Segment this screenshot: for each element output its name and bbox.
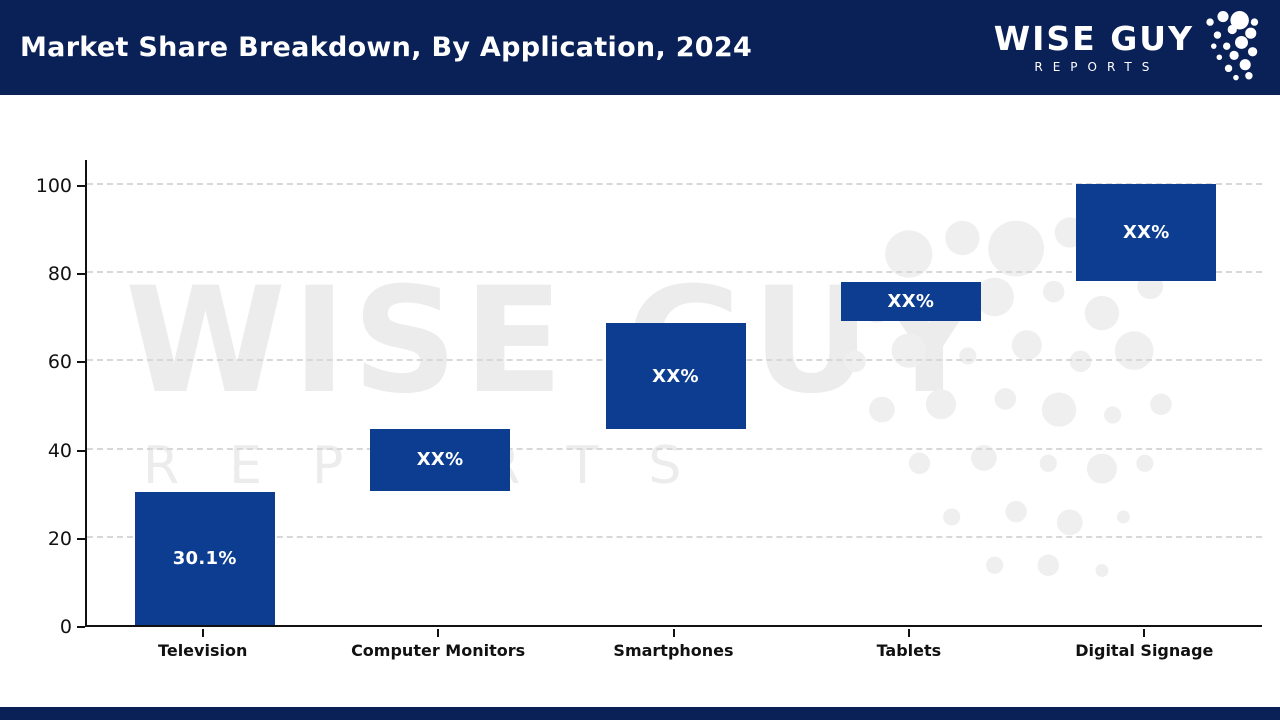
brand-logo: WISE GUY REPORTS <box>994 9 1260 87</box>
y-tick-label: 0 <box>59 616 72 638</box>
x-tick-mark <box>437 629 440 637</box>
x-tick-mark <box>1143 629 1146 637</box>
x-tick-label: Computer Monitors <box>351 641 526 660</box>
x-tick-mark <box>672 629 675 637</box>
gridline-y40 <box>87 447 1262 450</box>
header-bar: Market Share Breakdown, By Application, … <box>0 0 1280 95</box>
bar-value-label: XX% <box>1122 222 1170 244</box>
y-tick-mark <box>77 273 85 276</box>
bar-value-label: XX% <box>652 365 699 387</box>
chart-title: Market Share Breakdown, By Application, … <box>20 32 753 63</box>
y-tick-mark <box>77 626 85 628</box>
logo-head-icon <box>1206 10 1259 80</box>
y-tick-label: 80 <box>47 263 72 286</box>
x-tick-label: Digital Signage <box>1075 641 1214 660</box>
y-tick-mark <box>77 537 85 540</box>
y-tick-label: 20 <box>47 527 72 550</box>
gridline-y80 <box>87 271 1262 274</box>
x-tick-label: Television <box>158 641 248 660</box>
logo-text: WISE GUY REPORTS <box>994 22 1194 74</box>
plot-area: 30.1% XX% XX% XX% XX% <box>85 160 1262 627</box>
y-tick-label: 60 <box>47 351 72 374</box>
x-tick-label: Smartphones <box>613 641 734 660</box>
bar-television: 30.1% <box>134 492 275 625</box>
watermark: WISE GUY REPORTS <box>125 268 988 496</box>
x-tick-label: Tablets <box>876 641 942 660</box>
bar-tablets: XX% <box>840 281 981 321</box>
gridline-y20 <box>87 535 1262 538</box>
bar-value-label: XX% <box>416 449 464 471</box>
watermark-text-1: WISE GUY <box>125 256 989 426</box>
y-tick-label: 40 <box>47 439 72 462</box>
bar-computer-monitors: XX% <box>370 429 511 491</box>
y-tick-label: 100 <box>35 175 72 197</box>
x-tick-mark <box>907 629 910 637</box>
y-tick-mark <box>77 361 85 364</box>
y-tick-mark <box>77 449 85 452</box>
x-tick-mark <box>201 629 204 637</box>
bar-smartphones: XX% <box>605 322 746 430</box>
logo-wordmark: WISE GUY <box>993 18 1194 58</box>
y-tick-mark <box>77 185 85 187</box>
footer-bar <box>0 707 1280 720</box>
bar-digital-signage: XX% <box>1076 184 1217 282</box>
bar-value-label: 30.1% <box>172 548 237 570</box>
bar-value-label: XX% <box>887 290 935 312</box>
logo-subtext: REPORTS <box>1034 59 1160 74</box>
gridline-y100 <box>87 183 1262 185</box>
